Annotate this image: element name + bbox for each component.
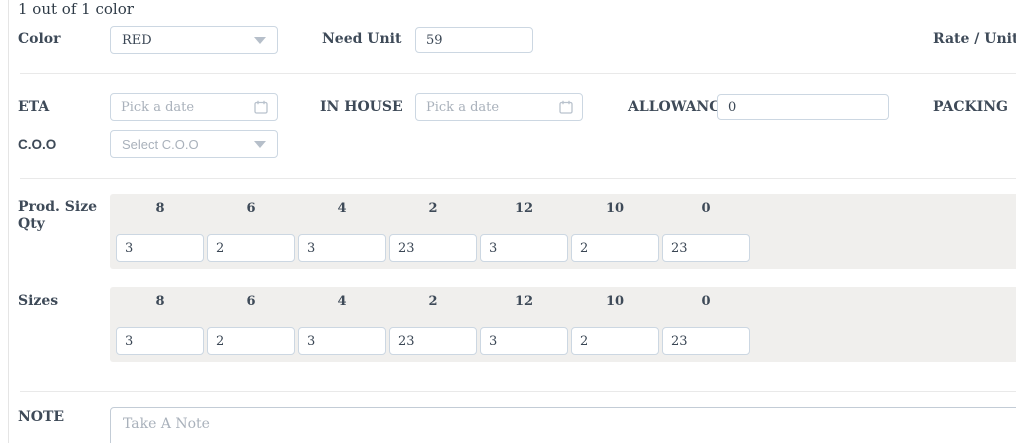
eta-date-input[interactable] xyxy=(110,93,278,121)
prod-qty-input[interactable] xyxy=(207,234,295,262)
color-select[interactable]: RED xyxy=(110,26,278,54)
prod-qty-input[interactable] xyxy=(571,234,659,262)
coo-select-placeholder: Select C.O.O xyxy=(122,136,199,152)
prod-qty-input[interactable] xyxy=(298,234,386,262)
sizes-label: Sizes xyxy=(18,293,59,309)
calendar-icon xyxy=(254,100,268,114)
sizes-qty-input-row xyxy=(116,327,1016,355)
need-unit-input[interactable] xyxy=(415,27,533,53)
need-unit-label: Need Unit xyxy=(322,31,402,47)
sizes-qty-input[interactable] xyxy=(389,327,477,355)
in-house-date-field[interactable] xyxy=(415,93,583,121)
in-house-label: IN HOUSE xyxy=(320,99,403,115)
prod-size-qty-label: Prod. Size Qty xyxy=(18,199,98,232)
size-header: 4 xyxy=(337,294,347,309)
prod-qty-input[interactable] xyxy=(116,234,204,262)
color-label: Color xyxy=(18,31,61,47)
chevron-down-icon xyxy=(254,140,266,148)
prod-qty-input[interactable] xyxy=(662,234,750,262)
card-left-border xyxy=(8,0,9,443)
coo-select[interactable]: Select C.O.O xyxy=(110,130,278,158)
size-header: 12 xyxy=(514,294,534,309)
prod-qty-input[interactable] xyxy=(480,234,568,262)
chevron-down-icon xyxy=(254,36,266,44)
separator xyxy=(20,391,1016,392)
size-header: 0 xyxy=(701,201,711,216)
sizes-qty-input[interactable] xyxy=(116,327,204,355)
packing-label: PACKING xyxy=(933,99,1008,115)
sizes-header-row: 8 6 4 2 12 10 0 xyxy=(116,295,1016,309)
color-select-value: RED xyxy=(122,32,152,48)
size-header: 6 xyxy=(246,201,256,216)
prod-size-qty-panel: 8 6 4 2 12 10 0 xyxy=(110,194,1016,269)
sizes-qty-input[interactable] xyxy=(571,327,659,355)
size-header: 2 xyxy=(428,294,438,309)
size-header: 8 xyxy=(155,201,165,216)
sizes-panel: 8 6 4 2 12 10 0 xyxy=(110,287,1016,362)
allowance-label: ALLOWANCE xyxy=(628,99,732,115)
sizes-qty-input[interactable] xyxy=(662,327,750,355)
size-header: 8 xyxy=(155,294,165,309)
prod-qty-input-row xyxy=(116,234,1016,262)
sizes-qty-input[interactable] xyxy=(480,327,568,355)
allowance-input[interactable] xyxy=(717,94,889,120)
size-header: 4 xyxy=(337,201,347,216)
size-header: 10 xyxy=(605,201,625,216)
size-header: 0 xyxy=(701,294,711,309)
eta-date-field[interactable] xyxy=(110,93,278,121)
calendar-icon xyxy=(559,100,573,114)
color-counter-text: 1 out of 1 color xyxy=(18,0,134,18)
sizes-qty-input[interactable] xyxy=(207,327,295,355)
in-house-date-input[interactable] xyxy=(415,93,583,121)
size-header: 2 xyxy=(428,201,438,216)
separator xyxy=(20,73,1016,74)
note-label: NOTE xyxy=(18,409,65,425)
prod-qty-input[interactable] xyxy=(389,234,477,262)
separator xyxy=(20,178,1016,179)
size-header: 6 xyxy=(246,294,256,309)
prod-size-header-row: 8 6 4 2 12 10 0 xyxy=(116,202,1016,216)
note-input[interactable] xyxy=(110,407,1016,443)
rate-unit-label: Rate / Unit xyxy=(933,31,1016,47)
size-header: 12 xyxy=(514,201,534,216)
coo-label: C.O.O xyxy=(18,137,57,152)
size-header: 10 xyxy=(605,294,625,309)
sizes-qty-input[interactable] xyxy=(298,327,386,355)
eta-label: ETA xyxy=(18,99,50,115)
